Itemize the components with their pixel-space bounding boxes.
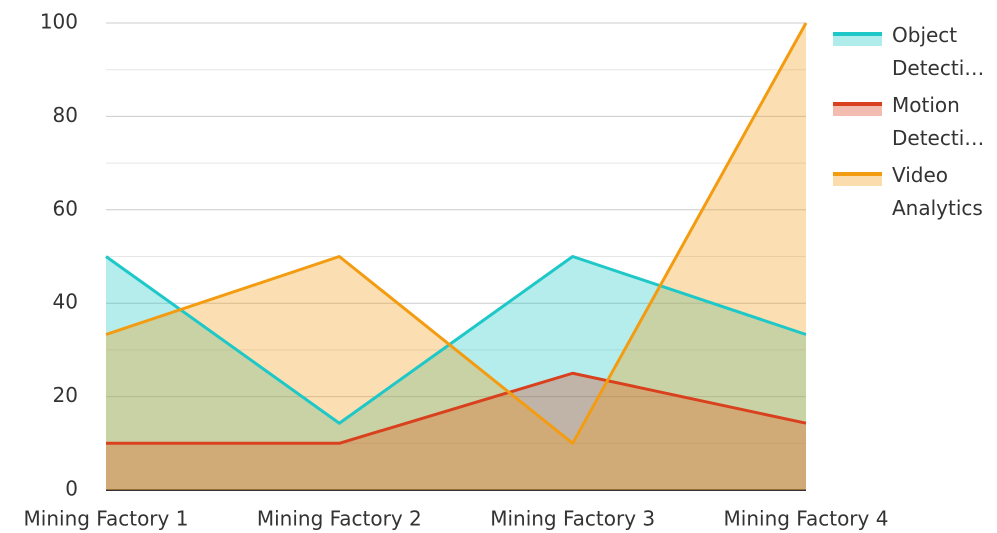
legend-swatch — [833, 172, 882, 186]
y-tick-label: 60 — [53, 196, 78, 220]
legend-swatch — [833, 32, 882, 46]
legend-swatch — [833, 102, 882, 116]
legend-label: Motion Detecti… — [892, 93, 985, 150]
line — [105, 255, 807, 425]
y-tick-label: 20 — [53, 383, 78, 407]
legend-item[interactable]: Motion Detecti… — [833, 93, 992, 155]
y-tick-label: 100 — [40, 10, 78, 34]
y-tick-label: 40 — [53, 290, 78, 314]
area — [106, 23, 806, 490]
y-tick-label: 80 — [53, 103, 78, 127]
line — [105, 22, 808, 445]
y-tick-label: 0 — [65, 477, 78, 501]
x-tick-label: Mining Factory 4 — [724, 507, 889, 531]
legend-item[interactable]: Object Detecti… — [833, 23, 992, 85]
area — [106, 256, 806, 490]
legend-label: Object Detecti… — [892, 23, 985, 80]
x-tick-label: Mining Factory 3 — [490, 507, 655, 531]
line — [106, 371, 807, 445]
x-tick-label: Mining Factory 1 — [24, 507, 189, 531]
area — [106, 373, 806, 490]
x-tick-label: Mining Factory 2 — [257, 507, 422, 531]
legend-item[interactable]: Video Analytics — [833, 163, 992, 225]
legend-label: Video Analytics — [892, 163, 983, 220]
